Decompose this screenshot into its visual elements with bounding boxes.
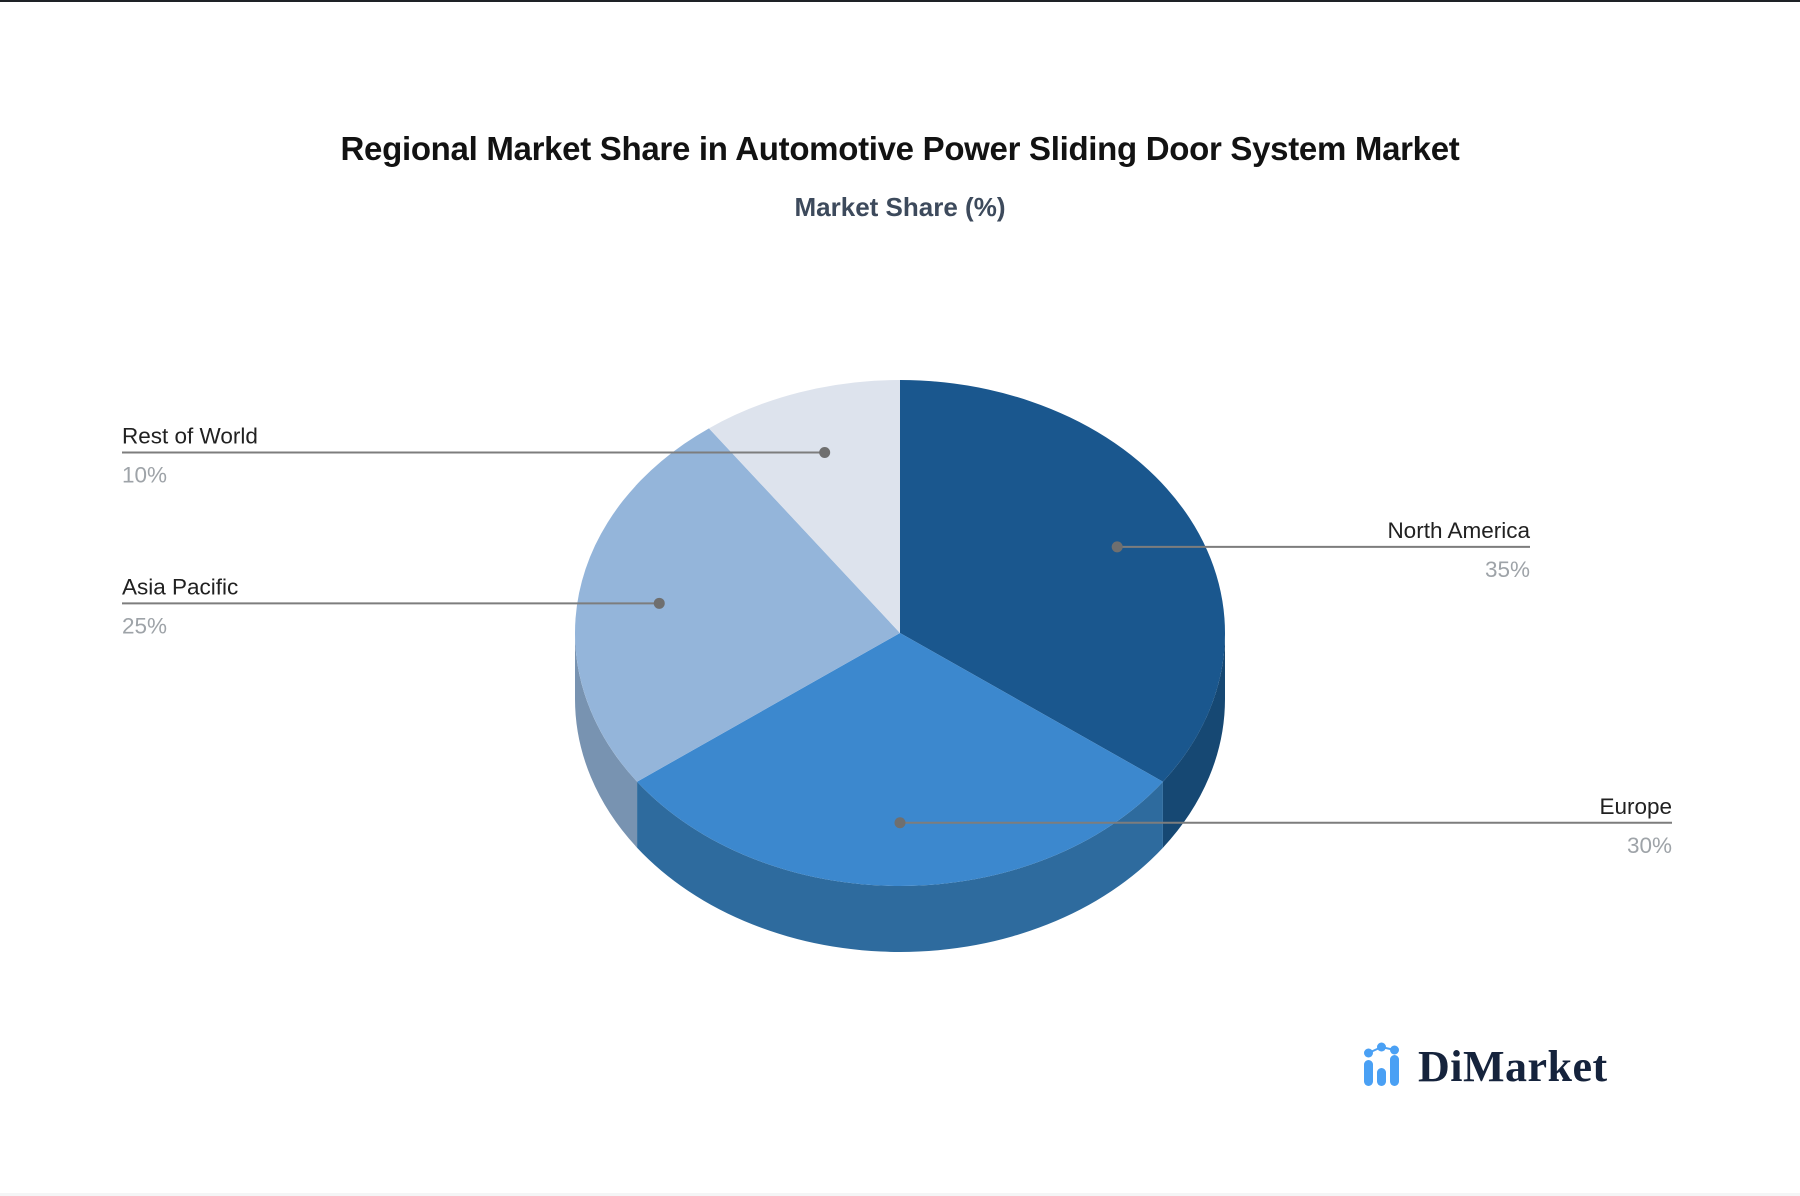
leader-dot-rest-of-world (819, 447, 831, 459)
chart-subtitle: Market Share (%) (794, 192, 1006, 222)
pie-slice-side-north-america (1162, 633, 1225, 848)
logo-dot-2 (1377, 1042, 1386, 1052)
logo-bar-2 (1377, 1068, 1386, 1086)
pie-slice-side-europe (637, 781, 1163, 952)
bar-chart-icon (1364, 1042, 1399, 1086)
logo-dot-3 (1390, 1045, 1399, 1055)
slice-label-europe: Europe (1599, 794, 1672, 819)
slice-value-europe: 30% (1627, 833, 1672, 858)
slice-value-north-america: 35% (1485, 557, 1530, 582)
slice-label-rest-of-world: Rest of World (122, 424, 258, 449)
pie-slice-rest-of-world (708, 380, 900, 633)
brand-logo-text: DiMarket (1418, 1041, 1608, 1091)
slice-label-north-america: North America (1387, 518, 1530, 543)
logo-bar-3 (1390, 1055, 1399, 1086)
chart-title: Regional Market Share in Automotive Powe… (340, 130, 1460, 167)
logo-bar-1 (1364, 1060, 1373, 1086)
slice-value-asia-pacific: 25% (122, 613, 167, 638)
slice-value-rest-of-world: 10% (122, 463, 167, 488)
slice-label-asia-pacific: Asia Pacific (122, 574, 238, 599)
leader-dot-asia-pacific (653, 597, 665, 609)
pie-slice-asia-pacific (575, 428, 900, 782)
leader-dot-north-america (1111, 541, 1123, 553)
pie-slice-north-america (900, 380, 1225, 782)
leader-dot-europe (894, 817, 906, 829)
pie-slice-side-asia-pacific (575, 633, 638, 848)
brand-logo: DiMarket (1362, 1038, 1608, 1094)
logo-dot-1 (1364, 1048, 1373, 1058)
